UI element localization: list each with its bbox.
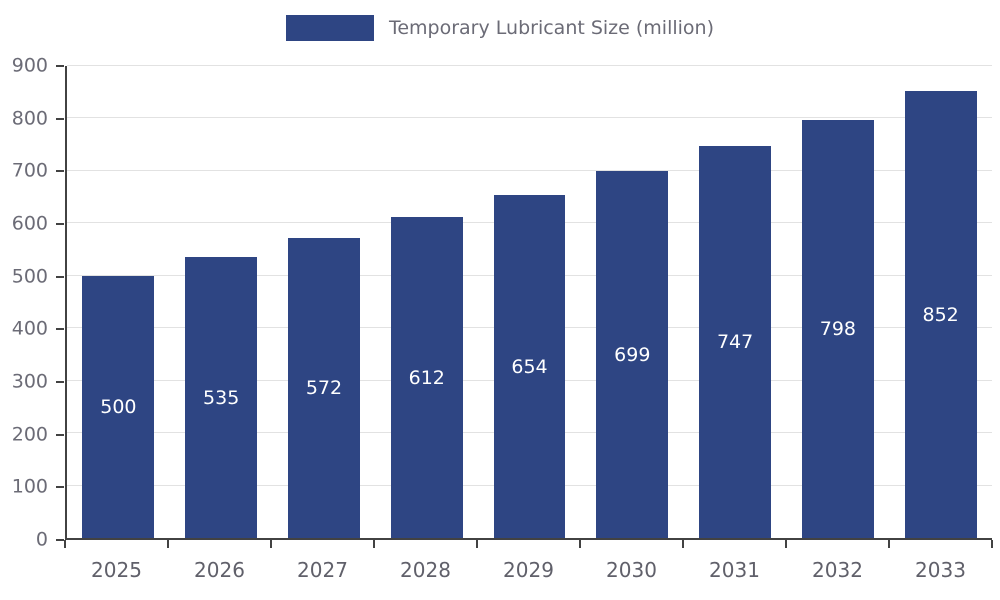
x-tick-mark (64, 540, 66, 548)
x-tick-label: 2030 (606, 558, 657, 582)
y-tick-label: 700 (11, 159, 48, 182)
bar-value-label: 572 (305, 377, 343, 400)
x-tick-mark (476, 540, 478, 548)
y-tick-label: 600 (11, 212, 48, 235)
y-tick-mark (56, 433, 64, 436)
legend-label: Temporary Lubricant Size (million) (388, 17, 715, 39)
bar-2033: 852 (904, 91, 977, 538)
x-axis: 2025 2026 2027 2028 2029 2030 2031 2032 2033 (65, 540, 992, 590)
bar-value-label: 798 (819, 317, 856, 340)
x-tick-label: 2028 (400, 558, 451, 582)
x-tick-mark (785, 540, 787, 548)
x-tick-label: 2029 (503, 558, 554, 582)
legend-swatch (285, 15, 374, 41)
x-tick-label: 2027 (297, 558, 348, 582)
y-tick-label: 0 (35, 528, 48, 551)
bar-value-label: 654 (511, 355, 548, 378)
legend: Temporary Lubricant Size (million) (0, 15, 1000, 41)
bar-2029: 654 (493, 195, 566, 538)
bar-2032: 798 (801, 119, 874, 538)
bar-value-label: 852 (922, 303, 959, 326)
bar-slot: 654 (478, 66, 581, 538)
gridline (67, 65, 992, 66)
x-tick-label: 2025 (91, 558, 142, 582)
bar-slot: 612 (375, 66, 478, 538)
bar-slot: 798 (786, 66, 889, 538)
x-tick-mark (372, 540, 375, 548)
plot-area: 500 535 572 612 654 699 747 798 852 (65, 65, 992, 540)
bar-slot: 500 (67, 66, 170, 538)
y-tick-label: 900 (11, 54, 48, 77)
y-tick-mark (56, 328, 64, 331)
bar-value-label: 500 (100, 395, 137, 418)
x-tick-mark (681, 540, 684, 548)
y-tick-mark (56, 117, 64, 120)
x-tick-label: 2033 (915, 558, 966, 582)
x-tick-marks (64, 540, 993, 548)
y-tick-mark (56, 486, 64, 489)
y-axis: 0 100 200 300 400 500 600 700 800 900 (0, 56, 64, 549)
bar-2026: 535 (185, 257, 258, 538)
bar-2030: 699 (596, 171, 669, 538)
y-tick-mark (56, 170, 64, 173)
x-tick-mark (991, 540, 993, 548)
bar-2028: 612 (390, 217, 463, 538)
gridline (67, 169, 992, 171)
gridline (67, 117, 992, 119)
y-tick-label: 800 (11, 107, 48, 130)
y-tick-mark (56, 539, 64, 541)
bars: 500 535 572 612 654 699 747 798 852 (67, 66, 992, 538)
y-tick-mark (56, 223, 64, 226)
bar-slot: 535 (170, 66, 273, 538)
bar-2025: 500 (82, 275, 155, 538)
bar-value-label: 612 (408, 366, 445, 389)
x-tick-mark (167, 540, 169, 548)
x-tick-label: 2031 (709, 558, 760, 582)
x-tick-label: 2032 (812, 558, 863, 582)
y-tick-label: 300 (11, 370, 48, 393)
y-tick-label: 200 (11, 423, 48, 446)
y-tick-label: 100 (11, 475, 48, 498)
y-tick-mark (56, 275, 64, 278)
x-tick-mark (888, 540, 890, 548)
bar-slot: 572 (273, 66, 376, 538)
bar-slot: 852 (889, 66, 992, 538)
y-tick-mark (56, 381, 64, 384)
bar-value-label: 699 (614, 343, 651, 366)
x-tick-label: 2026 (194, 558, 245, 582)
bar-2027: 572 (287, 238, 360, 538)
bar-value-label: 535 (203, 386, 240, 409)
y-tick-label: 400 (11, 317, 48, 340)
bar-value-label: 747 (716, 331, 754, 354)
x-tick-mark (270, 540, 272, 548)
y-tick-label: 500 (11, 265, 48, 288)
x-tick-mark (579, 540, 581, 548)
bar-slot: 747 (684, 66, 787, 538)
bar-2031: 747 (699, 146, 772, 538)
bar-slot: 699 (581, 66, 684, 538)
y-tick-mark (56, 65, 64, 67)
